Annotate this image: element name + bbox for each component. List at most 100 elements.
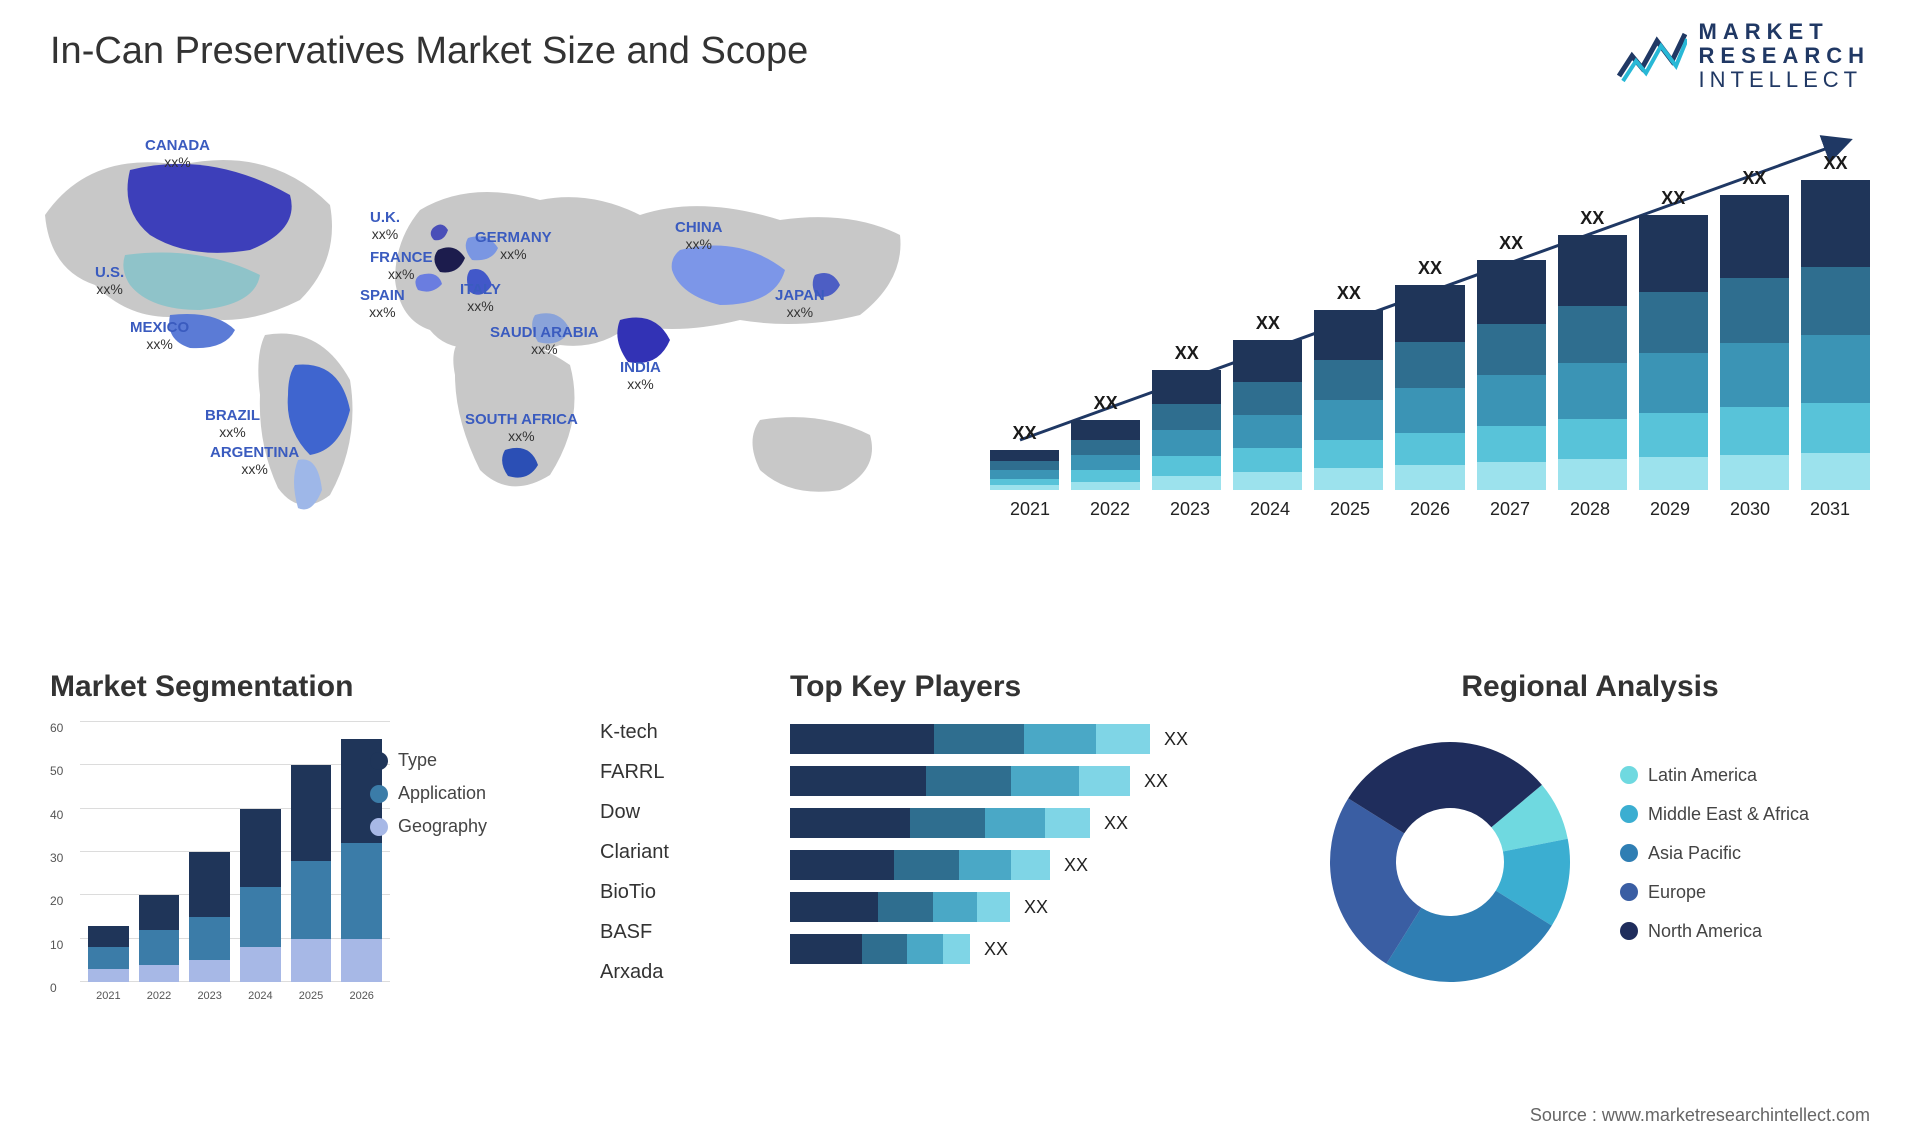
keyplayer-bar <box>790 934 970 964</box>
segmentation-section: Market Segmentation 0102030405060 202120… <box>50 670 570 1002</box>
legend-item: Geography <box>370 816 487 837</box>
forecast-segment <box>1233 415 1302 448</box>
forecast-segment <box>1558 363 1627 419</box>
map-label-canada: CANADAxx% <box>145 138 210 171</box>
forecast-year-label: 2021 <box>990 499 1070 520</box>
regional-legend-item: Europe <box>1620 882 1809 903</box>
player-name: K-tech <box>600 712 669 752</box>
seg-segment <box>240 947 281 982</box>
forecast-year-label: 2031 <box>1790 499 1870 520</box>
forecast-segment <box>1152 476 1221 490</box>
legend-label: Geography <box>398 816 487 837</box>
legend-swatch <box>370 752 388 770</box>
forecast-segment <box>1152 404 1221 430</box>
keyplayer-segment <box>943 934 970 964</box>
segmentation-chart: 0102030405060 202120222023202420252026 <box>50 722 390 1002</box>
seg-year-label: 2022 <box>139 990 180 1002</box>
regional-legend-item: Middle East & Africa <box>1620 804 1809 825</box>
regional-heading: Regional Analysis <box>1310 670 1870 704</box>
forecast-segment <box>1558 306 1627 362</box>
segmentation-heading: Market Segmentation <box>50 670 570 704</box>
player-name: BioTio <box>600 872 669 912</box>
seg-ytick: 30 <box>50 851 63 865</box>
keyplayer-segment <box>790 808 910 838</box>
map-label-south-africa: SOUTH AFRICAxx% <box>465 412 578 445</box>
forecast-bar-2028: XX <box>1558 208 1627 490</box>
keyplayer-segment <box>790 892 878 922</box>
forecast-year-label: 2024 <box>1230 499 1310 520</box>
legend-swatch <box>370 818 388 836</box>
keyplayer-value: XX <box>1164 729 1188 750</box>
forecast-segment <box>1395 285 1464 342</box>
segmentation-legend: TypeApplicationGeography <box>370 750 487 849</box>
forecast-segment <box>1071 440 1140 455</box>
forecast-segment <box>1314 310 1383 360</box>
forecast-bar-2022: XX <box>1071 393 1140 490</box>
seg-segment <box>189 852 230 917</box>
forecast-segment <box>1558 459 1627 490</box>
seg-segment <box>240 887 281 948</box>
keyplayer-segment <box>907 934 943 964</box>
seg-ytick: 40 <box>50 808 63 822</box>
forecast-segment <box>1152 370 1221 404</box>
forecast-value-label: XX <box>1499 233 1523 254</box>
regional-donut <box>1310 722 1590 1002</box>
forecast-value-label: XX <box>1742 168 1766 189</box>
legend-label: Latin America <box>1648 765 1757 786</box>
keyplayer-segment <box>790 724 934 754</box>
keyplayer-segment <box>1079 766 1130 796</box>
forecast-segment <box>1071 470 1140 481</box>
forecast-segment <box>1314 400 1383 440</box>
seg-year-label: 2026 <box>341 990 382 1002</box>
legend-swatch <box>1620 766 1638 784</box>
forecast-segment <box>1558 235 1627 306</box>
forecast-year-label: 2026 <box>1390 499 1470 520</box>
seg-year-label: 2025 <box>291 990 332 1002</box>
keyplayer-bar <box>790 892 1010 922</box>
keyplayer-value: XX <box>1064 855 1088 876</box>
map-label-india: INDIAxx% <box>620 360 661 393</box>
forecast-segment <box>1639 292 1708 353</box>
forecast-segment <box>1395 388 1464 433</box>
forecast-segment <box>1314 440 1383 469</box>
forecast-chart: XXXXXXXXXXXXXXXXXXXXXX 20212022202320242… <box>990 120 1870 520</box>
keyplayer-segment <box>933 892 977 922</box>
legend-swatch <box>1620 883 1638 901</box>
brand-logo: MARKET RESEARCH INTELLECT <box>1617 20 1870 93</box>
map-label-mexico: MEXICOxx% <box>130 320 189 353</box>
keyplayer-segment <box>790 850 894 880</box>
forecast-year-label: 2025 <box>1310 499 1390 520</box>
seg-segment <box>139 895 180 930</box>
keyplayer-segment <box>934 724 1024 754</box>
seg-segment <box>291 861 332 939</box>
forecast-bar-2021: XX <box>990 423 1059 490</box>
legend-swatch <box>1620 805 1638 823</box>
forecast-segment <box>1233 472 1302 490</box>
seg-segment <box>291 765 332 860</box>
forecast-segment <box>1801 180 1870 267</box>
forecast-value-label: XX <box>1823 153 1847 174</box>
forecast-segment <box>1314 360 1383 400</box>
forecast-segment <box>1477 260 1546 324</box>
keyplayer-segment <box>977 892 1010 922</box>
logo-line-1: MARKET <box>1699 20 1870 44</box>
forecast-bar-2030: XX <box>1720 168 1789 490</box>
legend-swatch <box>370 785 388 803</box>
legend-item: Type <box>370 750 487 771</box>
keyplayer-bar <box>790 724 1150 754</box>
forecast-segment <box>1639 413 1708 457</box>
keyplayer-value: XX <box>984 939 1008 960</box>
forecast-value-label: XX <box>1094 393 1118 414</box>
map-label-saudi-arabia: SAUDI ARABIAxx% <box>490 325 599 358</box>
forecast-segment <box>1639 215 1708 292</box>
forecast-segment <box>1720 278 1789 343</box>
keyplayer-value: XX <box>1144 771 1168 792</box>
forecast-segment <box>1395 465 1464 490</box>
forecast-value-label: XX <box>1013 423 1037 444</box>
players-list: K-techFARRLDowClariantBioTioBASFArxada <box>600 712 669 992</box>
forecast-segment <box>1395 433 1464 466</box>
forecast-year-label: 2028 <box>1550 499 1630 520</box>
seg-ytick: 20 <box>50 894 63 908</box>
forecast-segment <box>1233 382 1302 415</box>
legend-label: Type <box>398 750 437 771</box>
